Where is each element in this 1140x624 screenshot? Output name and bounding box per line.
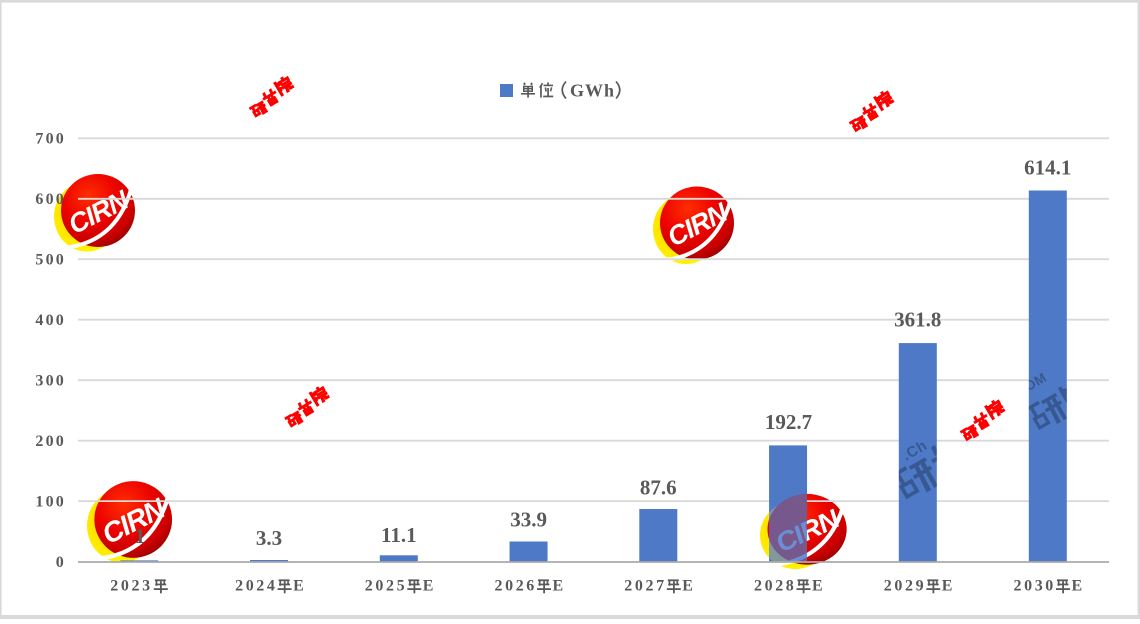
- svg-text:500: 500: [35, 251, 66, 268]
- svg-text:E: E: [553, 578, 566, 595]
- svg-text:87.6: 87.6: [640, 476, 677, 500]
- svg-text:700: 700: [35, 131, 66, 148]
- svg-text:600: 600: [35, 191, 66, 208]
- svg-text:2024: 2024: [235, 578, 277, 595]
- svg-text:0: 0: [56, 554, 66, 571]
- svg-text:E: E: [423, 578, 436, 595]
- svg-text:200: 200: [35, 433, 66, 450]
- svg-text:2028: 2028: [754, 578, 796, 595]
- svg-text:100: 100: [35, 493, 66, 510]
- svg-text:2025: 2025: [365, 578, 407, 595]
- svg-text:11.1: 11.1: [381, 523, 417, 547]
- svg-text:1: 1: [135, 524, 146, 548]
- svg-text:614.1: 614.1: [1024, 156, 1071, 180]
- svg-text:E: E: [1072, 578, 1085, 595]
- svg-text:E: E: [942, 578, 955, 595]
- svg-text:361.8: 361.8: [894, 308, 941, 332]
- svg-text:2027: 2027: [624, 578, 666, 595]
- svg-text:33.9: 33.9: [510, 507, 547, 531]
- svg-text:E: E: [682, 578, 695, 595]
- svg-text:2026: 2026: [495, 578, 537, 595]
- svg-text:E: E: [812, 578, 825, 595]
- svg-text:2030: 2030: [1014, 578, 1056, 595]
- svg-text:3.3: 3.3: [256, 526, 282, 550]
- svg-text:300: 300: [35, 372, 66, 389]
- svg-text:2023: 2023: [110, 578, 152, 595]
- svg-text:400: 400: [35, 312, 66, 329]
- svg-text:192.7: 192.7: [765, 410, 812, 434]
- svg-text:E: E: [293, 578, 306, 595]
- svg-text:GWh: GWh: [570, 81, 615, 101]
- svg-text:2029: 2029: [884, 578, 926, 595]
